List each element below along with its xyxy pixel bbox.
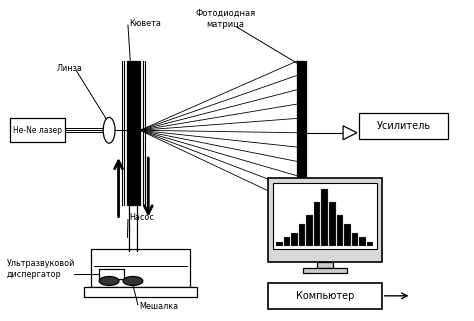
Text: Фотодиодная
матрица: Фотодиодная матрица [195, 9, 255, 29]
Bar [306, 215, 313, 246]
Bar [314, 202, 320, 246]
Bar [303, 268, 346, 273]
Text: Компьютер: Компьютер [296, 291, 354, 301]
Bar [10, 118, 64, 142]
Bar [359, 113, 448, 139]
Bar [284, 238, 290, 246]
Bar [268, 283, 382, 309]
Bar [84, 287, 197, 297]
Bar [268, 178, 382, 262]
Text: Насос: Насос [129, 213, 154, 222]
Text: Мешалка: Мешалка [139, 302, 178, 311]
Bar [359, 238, 366, 246]
Bar [127, 61, 140, 204]
Text: Кювета: Кювета [129, 19, 161, 28]
Text: Ультразвуковой
диспергатор: Ультразвуковой диспергатор [7, 259, 75, 279]
Bar [91, 249, 191, 287]
Text: Линза: Линза [56, 64, 82, 73]
Bar [298, 61, 306, 204]
Bar [299, 224, 305, 246]
Bar [273, 183, 377, 249]
Bar [276, 242, 283, 246]
Bar [321, 189, 328, 246]
Bar [99, 269, 124, 279]
Bar [317, 262, 333, 268]
Bar [291, 233, 298, 246]
Ellipse shape [123, 276, 143, 285]
Bar [367, 242, 374, 246]
Bar [344, 224, 351, 246]
Ellipse shape [99, 276, 119, 285]
Ellipse shape [103, 117, 115, 143]
Bar [329, 202, 336, 246]
Polygon shape [343, 126, 357, 140]
Bar [337, 215, 343, 246]
Text: Усилитель: Усилитель [376, 121, 430, 131]
Bar [352, 233, 358, 246]
Text: He-Ne лазер: He-Ne лазер [13, 126, 62, 135]
